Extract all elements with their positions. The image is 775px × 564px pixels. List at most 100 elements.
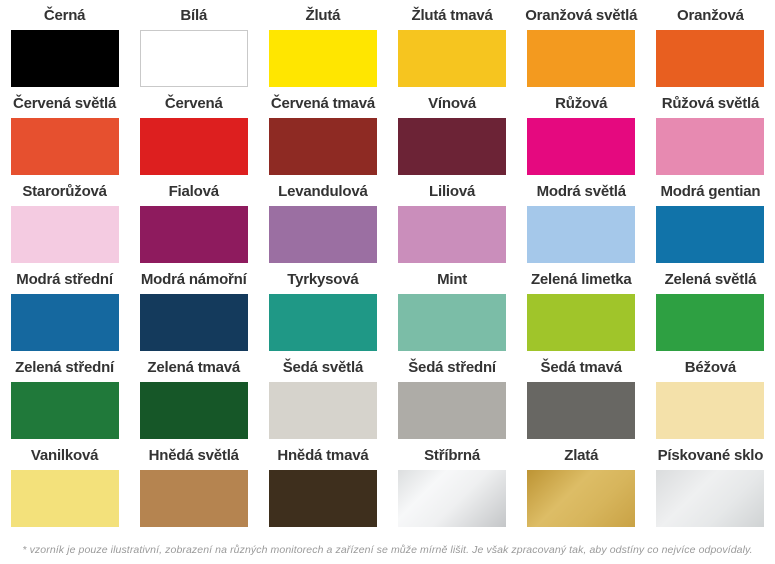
color-swatch-cell: Modrá gentian xyxy=(646,182,775,270)
color-swatch-cell: Levandulová xyxy=(258,182,387,270)
swatch-label: Červená xyxy=(164,95,223,112)
swatch-label: Šedá světlá xyxy=(282,359,364,376)
color-swatch xyxy=(268,470,377,527)
color-swatch-cell: Fialová xyxy=(129,182,258,270)
color-swatch-cell: Růžová světlá xyxy=(646,94,775,182)
color-swatch xyxy=(527,382,636,439)
swatch-label: Žlutá xyxy=(305,7,341,24)
swatch-label: Vanilková xyxy=(30,447,99,464)
swatch-label: Stříbrná xyxy=(424,447,481,464)
color-swatch xyxy=(527,294,636,351)
color-swatch xyxy=(656,206,765,263)
color-swatch xyxy=(398,30,507,87)
color-swatch-cell: Pískované sklo xyxy=(646,446,775,534)
color-grid: Černá Bílá Žlutá Žlutá tmavá Oranžová sv… xyxy=(0,6,775,534)
color-swatch xyxy=(398,382,507,439)
swatch-label: Růžová světlá xyxy=(661,95,760,112)
color-swatch xyxy=(10,294,119,351)
swatch-label: Šedá tmavá xyxy=(540,359,623,376)
swatch-label: Zelená limetka xyxy=(530,271,632,288)
color-swatch xyxy=(268,206,377,263)
color-swatch xyxy=(10,118,119,175)
color-swatch xyxy=(398,118,507,175)
swatch-label: Zelená světlá xyxy=(664,271,757,288)
color-swatch-cell: Červená xyxy=(129,94,258,182)
color-swatch-cell: Červená světlá xyxy=(0,94,129,182)
color-swatch xyxy=(10,382,119,439)
swatch-label: Starorůžová xyxy=(22,183,107,200)
color-swatch-cell: Vínová xyxy=(388,94,517,182)
swatch-label: Červená světlá xyxy=(13,95,117,112)
swatch-label: Zelená tmavá xyxy=(147,359,241,376)
color-swatch-cell: Žlutá tmavá xyxy=(388,6,517,94)
swatch-label: Zlatá xyxy=(564,447,599,464)
color-swatch-cell: Liliová xyxy=(388,182,517,270)
color-swatch xyxy=(656,294,765,351)
color-swatch-cell: Béžová xyxy=(646,358,775,446)
color-swatch xyxy=(139,206,248,263)
color-swatch xyxy=(656,470,765,527)
swatch-label: Bílá xyxy=(180,7,208,24)
color-swatch xyxy=(268,294,377,351)
swatch-label: Hnědá tmavá xyxy=(277,447,369,464)
color-swatch xyxy=(139,118,248,175)
color-swatch-cell: Bílá xyxy=(129,6,258,94)
color-swatch-cell: Modrá světlá xyxy=(517,182,646,270)
swatch-label: Červená tmavá xyxy=(270,95,375,112)
color-swatch-cell: Zlatá xyxy=(517,446,646,534)
swatch-label: Modrá světlá xyxy=(536,183,627,200)
color-swatch-cell: Žlutá xyxy=(258,6,387,94)
swatch-label: Liliová xyxy=(429,183,476,200)
color-swatch-cell: Vanilková xyxy=(0,446,129,534)
swatch-label: Levandulová xyxy=(278,183,368,200)
color-swatch-cell: Černá xyxy=(0,6,129,94)
swatch-label: Šedá střední xyxy=(408,359,496,376)
color-swatch xyxy=(139,382,248,439)
color-swatch xyxy=(527,30,636,87)
color-swatch xyxy=(268,118,377,175)
color-swatch-cell: Zelená limetka xyxy=(517,270,646,358)
color-swatch xyxy=(527,118,636,175)
swatch-label: Oranžová světlá xyxy=(525,7,638,24)
swatch-label: Růžová xyxy=(555,95,608,112)
color-swatch xyxy=(398,294,507,351)
color-swatch xyxy=(268,382,377,439)
color-swatch xyxy=(656,118,765,175)
color-swatch-cell: Hnědá tmavá xyxy=(258,446,387,534)
color-swatch-cell: Stříbrná xyxy=(388,446,517,534)
swatch-label: Modrá gentian xyxy=(660,183,761,200)
color-swatch xyxy=(139,294,248,351)
color-swatch-cell: Zelená světlá xyxy=(646,270,775,358)
swatch-label: Modrá námořní xyxy=(140,271,247,288)
color-swatch xyxy=(398,206,507,263)
color-swatch xyxy=(268,30,377,87)
color-swatch-cell: Oranžová xyxy=(646,6,775,94)
color-swatch xyxy=(10,470,119,527)
color-swatch-cell: Oranžová světlá xyxy=(517,6,646,94)
swatch-label: Oranžová xyxy=(677,7,744,24)
color-swatch xyxy=(656,30,765,87)
color-swatch xyxy=(527,470,636,527)
color-swatch-cell: Modrá střední xyxy=(0,270,129,358)
color-swatch xyxy=(10,206,119,263)
color-swatch-cell: Šedá střední xyxy=(388,358,517,446)
swatch-label: Černá xyxy=(43,7,86,24)
color-swatch xyxy=(527,206,636,263)
swatch-label: Mint xyxy=(437,271,468,288)
disclaimer-note: * vzorník je pouze ilustrativní, zobraze… xyxy=(22,544,753,556)
swatch-label: Pískované sklo xyxy=(657,447,764,464)
color-swatch xyxy=(10,30,119,87)
swatch-label: Tyrkysová xyxy=(287,271,359,288)
color-swatch-cell: Starorůžová xyxy=(0,182,129,270)
swatch-label: Zelená střední xyxy=(15,359,115,376)
swatch-label: Modrá střední xyxy=(16,271,113,288)
swatch-label: Fialová xyxy=(168,183,219,200)
color-swatch-cell: Tyrkysová xyxy=(258,270,387,358)
color-swatch-cell: Šedá tmavá xyxy=(517,358,646,446)
color-swatch-cell: Zelená tmavá xyxy=(129,358,258,446)
swatch-label: Vínová xyxy=(428,95,477,112)
swatch-label: Žlutá tmavá xyxy=(411,7,493,24)
swatch-label: Béžová xyxy=(684,359,737,376)
color-swatch-cell: Modrá námořní xyxy=(129,270,258,358)
